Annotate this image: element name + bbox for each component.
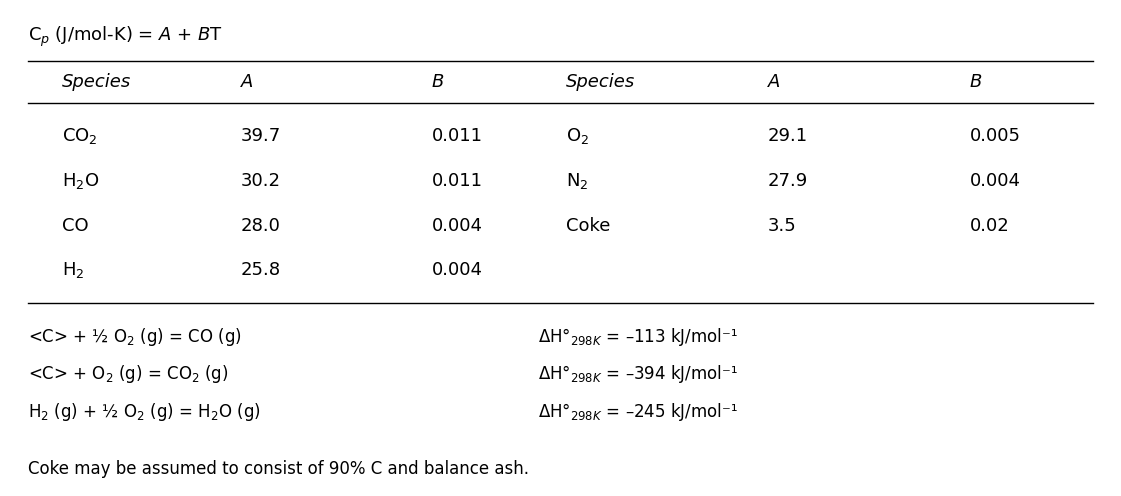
Text: H$_2$ (g) + ½ O$_2$ (g) = H$_2$O (g): H$_2$ (g) + ½ O$_2$ (g) = H$_2$O (g) [28,401,261,423]
Text: 0.011: 0.011 [432,172,482,190]
Text: B: B [432,73,444,91]
Text: 3.5: 3.5 [768,217,797,235]
Text: 25.8: 25.8 [241,261,281,279]
Text: A: A [768,73,780,91]
Text: Coke: Coke [566,217,611,235]
Text: <C> + O$_2$ (g) = CO$_2$ (g): <C> + O$_2$ (g) = CO$_2$ (g) [28,364,229,385]
Text: 0.004: 0.004 [970,172,1020,190]
Text: 27.9: 27.9 [768,172,808,190]
Text: N$_2$: N$_2$ [566,171,589,191]
Text: Coke may be assumed to consist of 90% C and balance ash.: Coke may be assumed to consist of 90% C … [28,460,529,478]
Text: 29.1: 29.1 [768,127,808,145]
Text: 0.02: 0.02 [970,217,1009,235]
Text: 0.005: 0.005 [970,127,1020,145]
Text: 0.011: 0.011 [432,127,482,145]
Text: 28.0: 28.0 [241,217,281,235]
Text: 0.004: 0.004 [432,217,482,235]
Text: B: B [970,73,982,91]
Text: CO$_2$: CO$_2$ [62,126,98,146]
Text: 0.004: 0.004 [432,261,482,279]
Text: H$_2$: H$_2$ [62,260,84,280]
Text: ΔH°$_{298K}$ = –394 kJ/mol⁻¹: ΔH°$_{298K}$ = –394 kJ/mol⁻¹ [538,364,738,385]
Text: Species: Species [62,73,131,91]
Text: O$_2$: O$_2$ [566,126,590,146]
Text: Species: Species [566,73,636,91]
Text: <C> + ½ O$_2$ (g) = CO (g): <C> + ½ O$_2$ (g) = CO (g) [28,326,242,348]
Text: H$_2$O: H$_2$O [62,171,99,191]
Text: ΔH°$_{298K}$ = –245 kJ/mol⁻¹: ΔH°$_{298K}$ = –245 kJ/mol⁻¹ [538,401,738,423]
Text: A: A [241,73,253,91]
Text: CO: CO [62,217,89,235]
Text: 39.7: 39.7 [241,127,281,145]
Text: ΔH°$_{298K}$ = –113 kJ/mol⁻¹: ΔH°$_{298K}$ = –113 kJ/mol⁻¹ [538,326,738,348]
Text: 30.2: 30.2 [241,172,281,190]
Text: C$_p$ (J/mol-K) = $A$ + $B$T: C$_p$ (J/mol-K) = $A$ + $B$T [28,25,223,49]
